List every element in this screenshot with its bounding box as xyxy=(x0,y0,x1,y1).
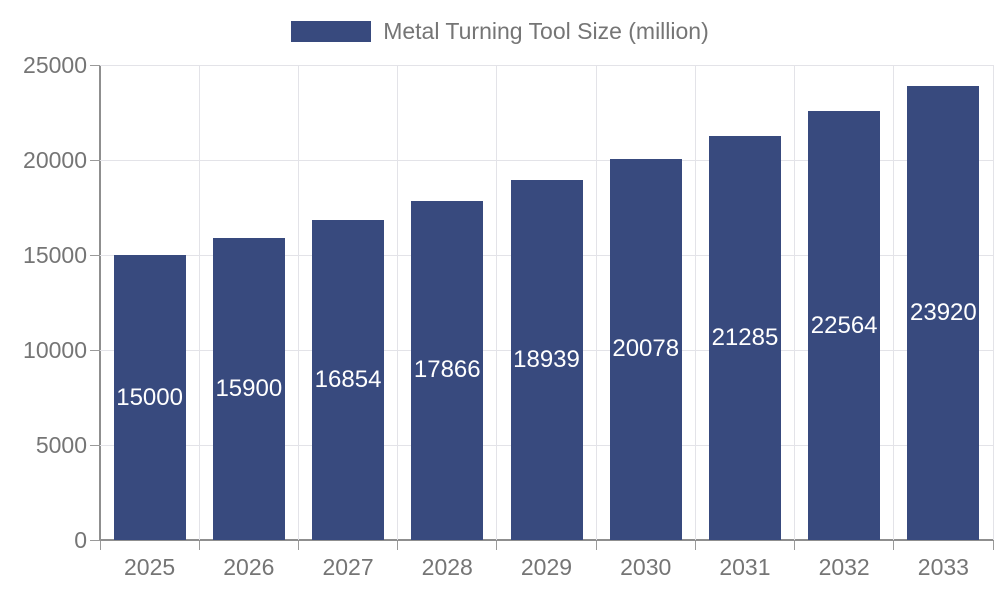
y-tick-label: 5000 xyxy=(35,432,87,458)
x-gridline xyxy=(794,65,796,540)
bar-value-label: 20078 xyxy=(612,335,680,363)
x-axis-tick xyxy=(198,541,200,550)
legend[interactable]: Metal Turning Tool Size (million) xyxy=(0,18,1000,45)
x-axis-tick xyxy=(397,541,399,550)
y-tick-label: 0 xyxy=(74,527,87,553)
legend-label: Metal Turning Tool Size (million) xyxy=(383,18,709,44)
y-axis-line xyxy=(99,65,101,540)
bar-value-label: 23920 xyxy=(910,298,977,326)
bar-2025: 15000 xyxy=(113,255,186,540)
y-tick-label: 15000 xyxy=(23,242,87,268)
y-axis-tick xyxy=(90,539,100,541)
y-axis-tick xyxy=(90,64,100,66)
bar-value-label: 22564 xyxy=(810,311,878,339)
y-tick-label: 25000 xyxy=(23,52,87,78)
bar-value-label: 16854 xyxy=(314,365,382,393)
bar-value-label: 15000 xyxy=(116,383,183,411)
bar-2028: 17866 xyxy=(411,200,484,540)
x-tick-label: 2033 xyxy=(917,554,969,580)
plot-area: 0 5000 10000 15000 20000 25000 15000 15900 16854… xyxy=(23,52,994,580)
x-axis-tick xyxy=(694,541,696,550)
y-axis-tick xyxy=(90,254,100,256)
x-gridline xyxy=(992,65,994,540)
y-axis-tick xyxy=(90,444,100,446)
x-gridline xyxy=(297,65,299,540)
x-axis-tick xyxy=(297,541,299,550)
x-tick-label: 2026 xyxy=(223,554,275,580)
bar-2031: 21285 xyxy=(708,135,781,540)
x-axis-tick xyxy=(595,541,597,550)
x-axis-tick xyxy=(893,541,895,550)
x-tick-label: 2025 xyxy=(124,554,176,580)
bar-2026: 15900 xyxy=(212,237,285,540)
bar-value-label: 18939 xyxy=(513,346,580,374)
bar-2030: 20078 xyxy=(609,158,682,540)
x-axis-tick xyxy=(99,541,101,550)
x-gridline xyxy=(595,65,597,540)
y-axis-tick xyxy=(90,349,100,351)
bar-value-label: 15900 xyxy=(215,374,283,402)
x-gridline xyxy=(198,65,200,540)
x-axis-line xyxy=(99,539,994,541)
x-gridline xyxy=(893,65,895,540)
y-tick-label: 10000 xyxy=(23,337,87,363)
x-axis-tick xyxy=(794,541,796,550)
x-tick-label: 2029 xyxy=(520,554,573,580)
x-gridline xyxy=(496,65,498,540)
x-tick-label: 2030 xyxy=(620,554,672,580)
y-gridline xyxy=(100,64,993,66)
y-axis-tick xyxy=(90,159,100,161)
bar-value-label: 21285 xyxy=(711,323,779,351)
bar-2032: 22564 xyxy=(808,111,881,540)
x-tick-label: 2028 xyxy=(421,554,473,580)
x-tick-label: 2032 xyxy=(818,554,870,580)
x-tick-label: 2031 xyxy=(719,554,771,580)
x-axis-tick xyxy=(496,541,498,550)
y-tick-label: 20000 xyxy=(23,147,87,173)
bar-value-label: 17866 xyxy=(413,356,481,384)
bar-2029: 18939 xyxy=(510,180,583,540)
x-gridline xyxy=(397,65,399,540)
x-tick-label: 2027 xyxy=(322,554,374,580)
x-axis-tick xyxy=(992,541,994,550)
bar-2027: 16854 xyxy=(312,219,385,540)
x-gridline xyxy=(694,65,696,540)
bar-2033: 23920 xyxy=(907,85,980,540)
y-gridline xyxy=(100,159,993,161)
legend-swatch xyxy=(291,21,372,42)
